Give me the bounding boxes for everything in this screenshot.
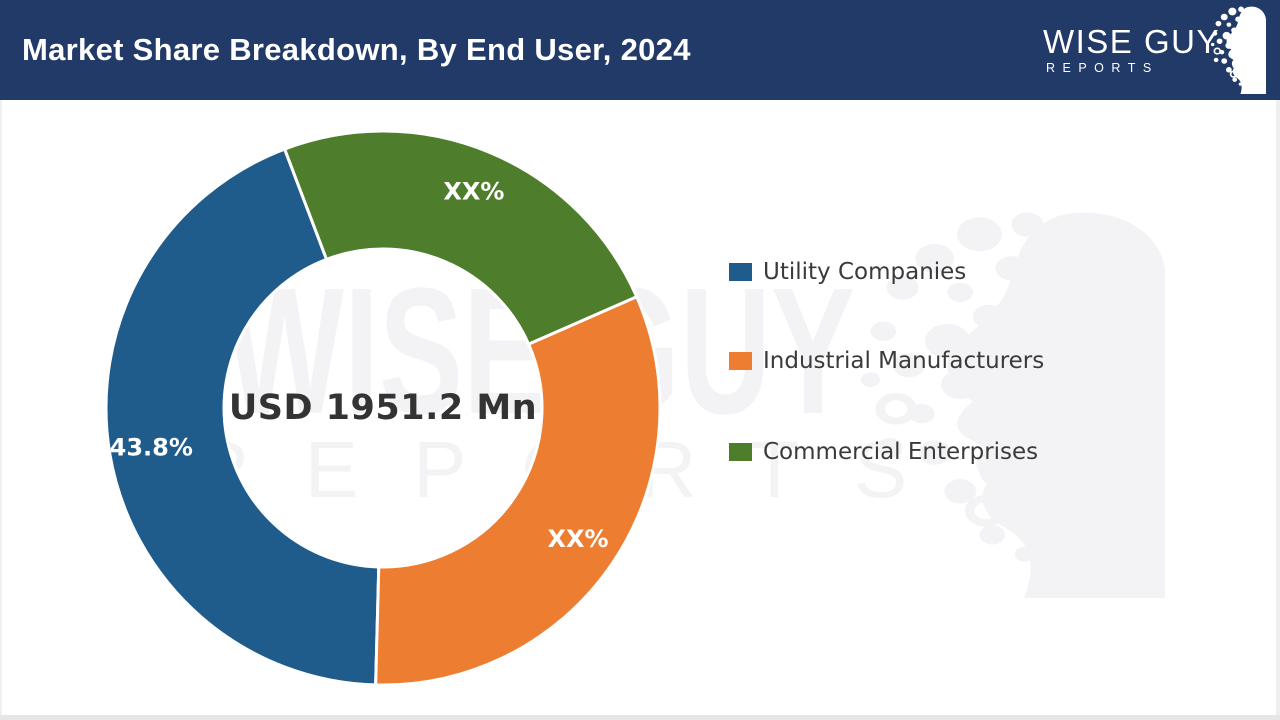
legend-item-commercial-enterprises: Commercial Enterprises (729, 437, 1038, 467)
legend-item-utility-companies: Utility Companies (729, 257, 966, 287)
legend-swatch-commercial-enterprises (729, 443, 752, 461)
slide-right-edge (1276, 100, 1280, 715)
donut-chart: 43.8% XX% XX% (104, 129, 662, 687)
slice-label-utility-companies: 43.8% (110, 433, 193, 461)
slice-label-industrial-manufacturers: XX% (547, 525, 608, 553)
chart-center-value: USD 1951.2 Mn (228, 388, 538, 428)
brand-tagline: REPORTS (1045, 61, 1159, 76)
legend-item-industrial-manufacturers: Industrial Manufacturers (729, 346, 1044, 376)
legend-swatch-industrial-manufacturers (729, 352, 752, 370)
legend-label: Industrial Manufacturers (763, 348, 1045, 374)
page-title: Market Share Breakdown, By End User, 202… (22, 32, 691, 67)
brand-logo-text: WISE GUY REPORTS (1043, 25, 1220, 75)
donut-slice-utility-companies (104, 147, 381, 687)
slide-left-edge (0, 100, 2, 715)
donut-slice-industrial-manufacturers (374, 295, 662, 687)
slide-bottom-edge (0, 715, 1280, 720)
brand-face-icon (1210, 6, 1266, 94)
header-bar: Market Share Breakdown, By End User, 202… (0, 0, 1280, 100)
legend-swatch-utility-companies (729, 263, 752, 281)
legend-label: Commercial Enterprises (763, 439, 1039, 465)
slice-label-commercial-enterprises: XX% (443, 177, 504, 205)
brand-name: WISE GUY (1042, 23, 1220, 61)
brand-logo: WISE GUY REPORTS (1043, 6, 1266, 94)
legend-label: Utility Companies (763, 259, 967, 285)
donut-slice-commercial-enterprises (283, 129, 639, 346)
